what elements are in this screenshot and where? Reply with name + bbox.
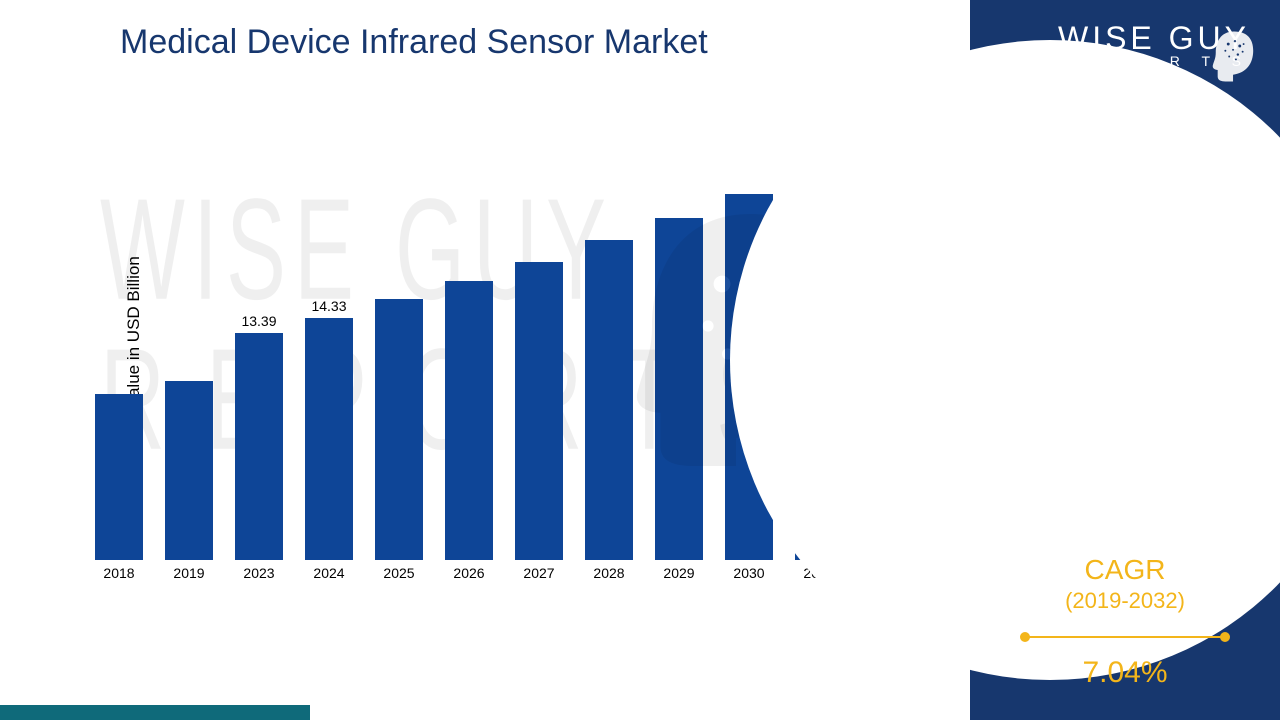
x-tick-label: 2018	[84, 565, 154, 581]
x-tick-label: 2027	[504, 565, 574, 581]
brand-head-icon	[1210, 30, 1258, 84]
x-axis-labels: 2018201920232024202520262027202820292030…	[95, 565, 930, 585]
x-tick-label: 2029	[644, 565, 714, 581]
sidebar: WISE GUY R E P O R T S CAGR (2019-2032) …	[970, 0, 1280, 720]
bar	[515, 262, 563, 560]
cagr-title: CAGR	[1000, 554, 1250, 586]
bar-value-label: 14.33	[305, 298, 353, 314]
x-tick-label: 2028	[574, 565, 644, 581]
cagr-value: 7.04%	[1000, 656, 1250, 690]
x-tick-label: 2025	[364, 565, 434, 581]
x-tick-label: 2023	[224, 565, 294, 581]
x-tick-label: 2019	[154, 565, 224, 581]
bar-value-label: 13.39	[235, 313, 283, 329]
x-tick-label: 2026	[434, 565, 504, 581]
chart-title: Medical Device Infrared Sensor Market	[120, 22, 708, 63]
bar	[655, 218, 703, 560]
bar	[585, 240, 633, 560]
bottom-accent-bar	[0, 705, 310, 720]
cagr-block: CAGR (2019-2032) 7.04%	[1000, 554, 1250, 690]
cagr-divider	[1025, 636, 1225, 638]
bar	[165, 381, 213, 560]
bar	[375, 299, 423, 560]
bar: 14.33	[305, 318, 353, 561]
x-tick-label: 2024	[294, 565, 364, 581]
bar	[95, 394, 143, 560]
cagr-years: (2019-2032)	[1000, 588, 1250, 614]
x-tick-label: 2030	[714, 565, 784, 581]
brand-block: WISE GUY R E P O R T S	[1043, 20, 1250, 69]
bar: 13.39	[235, 333, 283, 560]
bar	[445, 281, 493, 560]
